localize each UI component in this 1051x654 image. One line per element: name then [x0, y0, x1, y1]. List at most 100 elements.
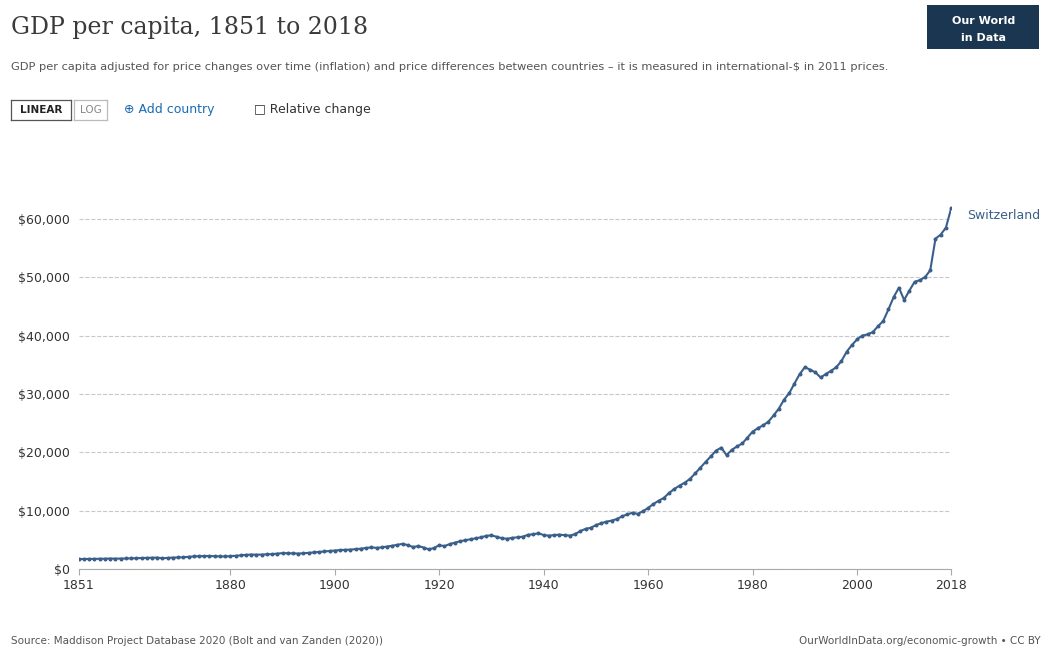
Point	[812, 372, 829, 383]
Point	[227, 551, 244, 561]
Point	[686, 468, 703, 479]
Point	[656, 492, 673, 503]
Point	[232, 550, 249, 560]
Point	[519, 530, 536, 540]
Point	[436, 541, 453, 551]
Point	[635, 506, 652, 517]
Point	[765, 410, 782, 421]
Point	[81, 554, 98, 564]
Point	[807, 367, 824, 377]
Text: OurWorldInData.org/economic-growth • CC BY: OurWorldInData.org/economic-growth • CC …	[799, 636, 1040, 646]
Point	[322, 545, 338, 556]
Text: LINEAR: LINEAR	[20, 105, 62, 115]
Point	[823, 366, 840, 376]
Point	[431, 540, 448, 551]
Point	[327, 545, 344, 556]
Point	[677, 477, 694, 488]
Point	[378, 542, 395, 552]
Point	[159, 553, 176, 563]
Point	[154, 553, 171, 564]
Point	[118, 553, 135, 564]
Point	[504, 532, 521, 543]
Point	[833, 356, 850, 366]
Point	[530, 528, 547, 538]
Point	[441, 539, 458, 549]
Point	[577, 524, 594, 534]
Point	[399, 540, 416, 551]
Point	[734, 438, 750, 449]
Point	[290, 548, 307, 559]
Point	[566, 529, 583, 540]
Point	[91, 554, 108, 564]
Point	[844, 340, 861, 351]
Point	[139, 553, 156, 563]
Point	[776, 394, 792, 405]
Text: LOG: LOG	[80, 105, 101, 115]
Point	[301, 547, 317, 558]
Point	[802, 364, 819, 375]
Point	[619, 509, 636, 519]
Point	[248, 549, 265, 560]
Point	[410, 541, 427, 551]
Point	[347, 544, 364, 555]
Point	[770, 404, 787, 414]
Point	[274, 548, 291, 559]
Point	[123, 553, 140, 564]
Point	[352, 543, 369, 554]
Point	[545, 530, 562, 540]
Point	[97, 553, 114, 564]
Point	[514, 532, 531, 542]
Point	[859, 329, 875, 339]
Point	[749, 423, 766, 434]
Point	[259, 549, 275, 560]
Point	[211, 551, 228, 562]
Point	[190, 551, 207, 561]
Point	[217, 551, 233, 562]
Point	[201, 551, 218, 561]
Point	[540, 530, 557, 541]
Point	[389, 540, 406, 550]
Point	[357, 543, 374, 553]
Point	[702, 451, 719, 462]
Point	[524, 529, 541, 540]
Text: GDP per capita adjusted for price changes over time (inflation) and price differ: GDP per capita adjusted for price change…	[11, 62, 888, 72]
Point	[556, 530, 573, 540]
Point	[713, 442, 729, 453]
Point	[185, 551, 202, 562]
Text: in Data: in Data	[961, 33, 1006, 43]
Point	[718, 450, 735, 460]
Point	[760, 417, 777, 427]
Point	[489, 532, 506, 542]
Point	[499, 534, 516, 544]
Point	[457, 535, 474, 545]
Point	[624, 508, 641, 518]
Text: Switzerland: Switzerland	[967, 209, 1039, 222]
Point	[195, 551, 212, 561]
Point	[786, 378, 803, 388]
Point	[306, 547, 323, 558]
Point	[672, 480, 688, 490]
Point	[473, 532, 490, 543]
Point	[180, 551, 197, 562]
Point	[164, 553, 181, 563]
Point	[264, 549, 281, 559]
Point	[149, 553, 166, 563]
Point	[169, 552, 186, 562]
Point	[603, 515, 620, 526]
Point	[238, 549, 254, 560]
Point	[728, 441, 745, 452]
Point	[911, 275, 928, 285]
Point	[206, 551, 223, 562]
Point	[394, 539, 411, 549]
Point	[922, 265, 939, 275]
Point	[818, 369, 834, 379]
Point	[494, 533, 511, 543]
Point	[651, 496, 667, 506]
Point	[462, 534, 479, 545]
Point	[561, 530, 578, 541]
Point	[368, 543, 385, 553]
Point	[551, 529, 568, 540]
Point	[363, 542, 379, 553]
Point	[739, 432, 756, 443]
Point	[426, 543, 442, 553]
